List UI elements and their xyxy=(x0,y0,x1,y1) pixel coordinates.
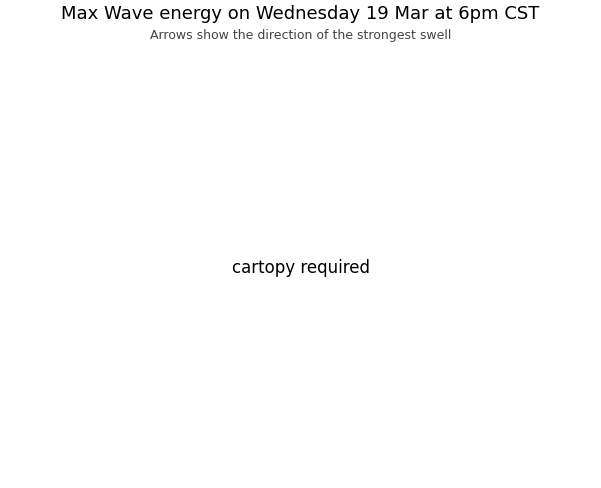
Text: Arrows show the direction of the strongest swell: Arrows show the direction of the stronge… xyxy=(150,29,451,41)
Text: Max Wave energy on Wednesday 19 Mar at 6pm CST: Max Wave energy on Wednesday 19 Mar at 6… xyxy=(61,5,540,22)
Text: cartopy required: cartopy required xyxy=(231,260,370,277)
